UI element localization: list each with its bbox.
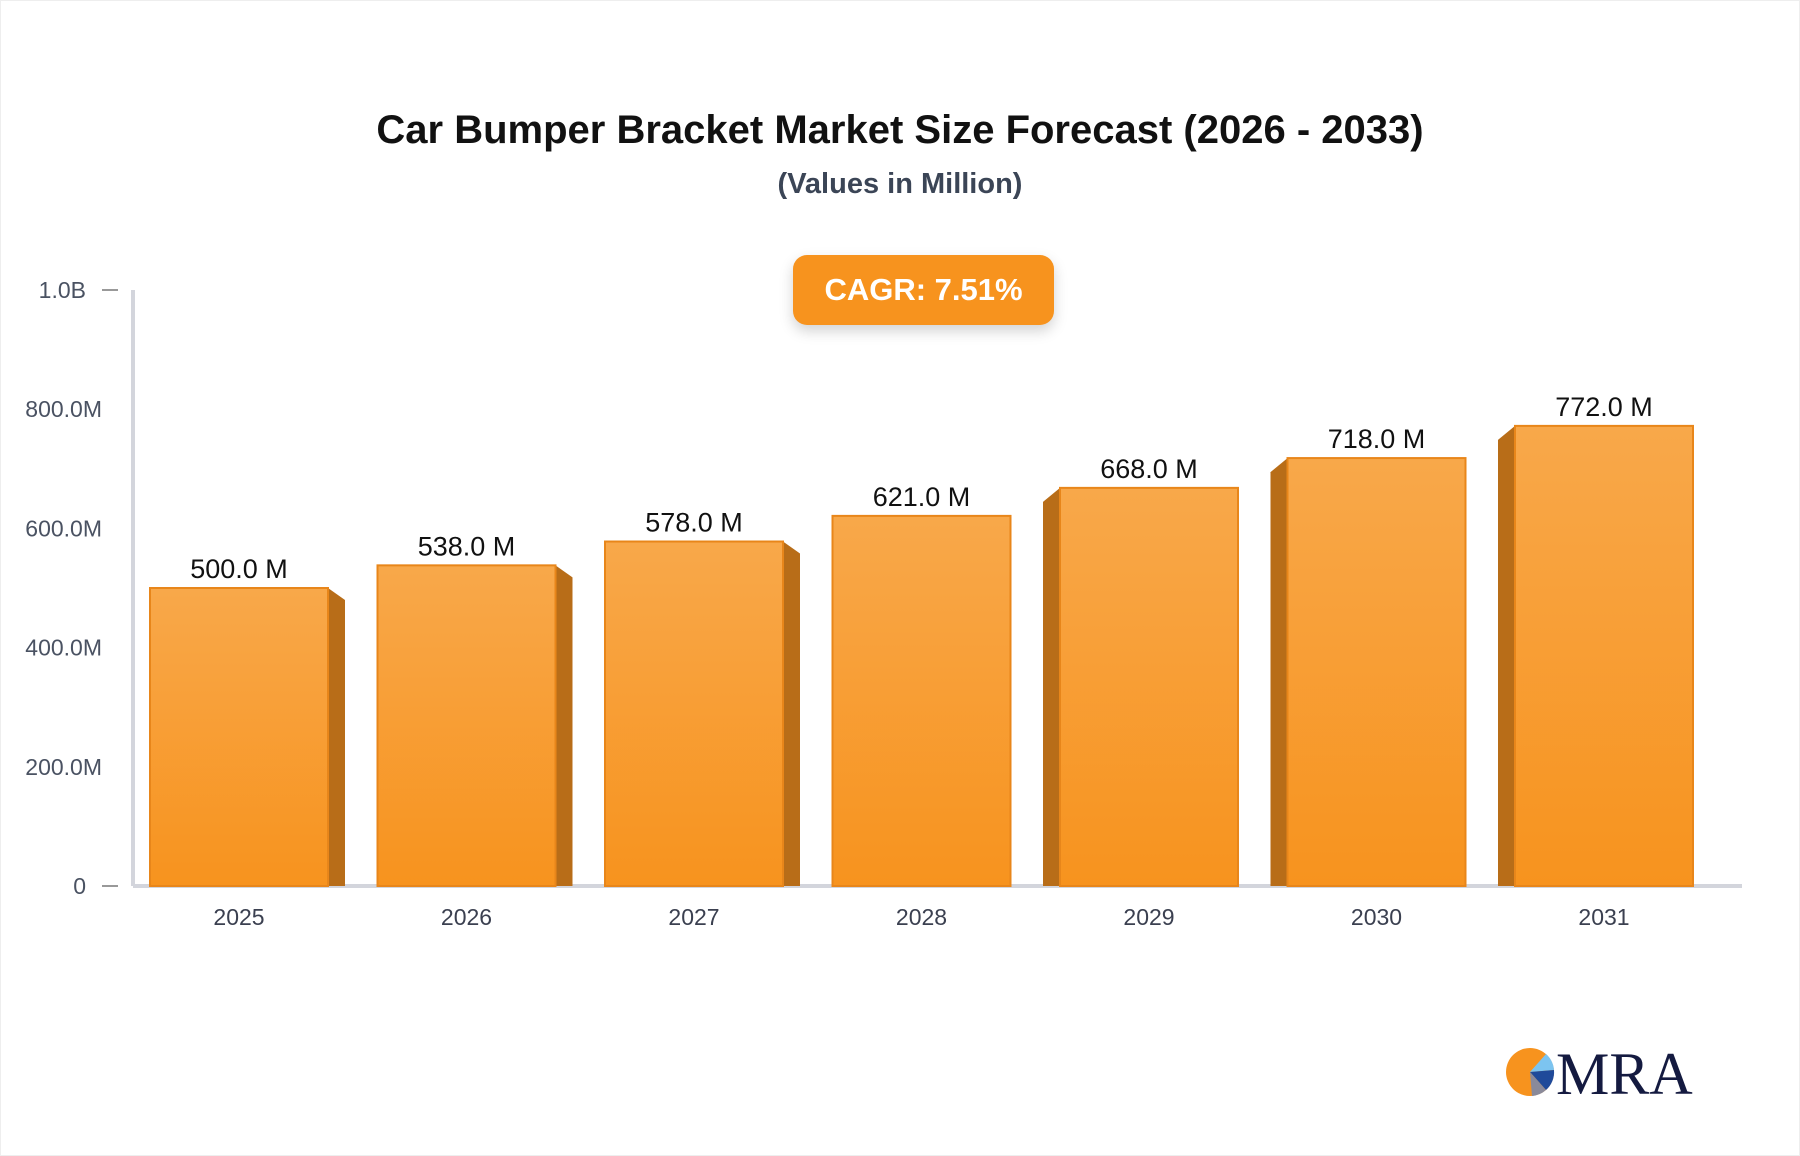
bar-side [1498,425,1515,886]
bar-side [555,565,573,886]
bar [1059,486,1239,887]
y-tick-label: 0 [73,873,86,899]
bar-side [783,541,800,886]
y-tick-label: 200.0M [25,754,102,780]
mra-logo: MRA [1506,1041,1693,1100]
x-tick-label: 2028 [896,904,947,930]
x-tick-label: 2027 [668,904,719,930]
y-tick-label: 600.0M [25,515,102,541]
bar-side [1270,458,1288,886]
data-label: 500.0 M [190,554,288,584]
x-tick-label: 2026 [441,904,492,930]
bar-group: 668.0 M 2029 [1043,454,1239,930]
data-label: 621.0 M [873,482,971,512]
bar-group: 538.0 M 2026 [376,531,573,930]
bar [1286,457,1467,887]
bar-group: 772.0 M 2031 [1498,392,1694,930]
data-label: 578.0 M [645,508,743,538]
cagr-badge: CAGR: 7.51% [793,255,1054,325]
data-label: 538.0 M [418,531,516,561]
svg-text:MRA: MRA [1556,1041,1693,1100]
bar [149,587,329,887]
bar [1514,424,1694,887]
bar-group: 500.0 M 2025 [149,554,345,930]
x-tick-label: 2025 [213,904,264,930]
x-tick-label: 2031 [1578,904,1629,930]
bar [604,540,784,888]
x-tick-label: 2029 [1123,904,1174,930]
bar-side [328,588,345,886]
chart-title: Car Bumper Bracket Market Size Forecast … [376,108,1424,152]
data-label: 668.0 M [1100,454,1198,484]
y-tick-label: 400.0M [25,635,102,661]
bar-group: 621.0 M 2028 [831,482,1012,930]
y-tick-label: 800.0M [25,396,102,422]
bar-side [1043,487,1060,886]
bar-group: 578.0 M 2027 [604,508,800,930]
bar [831,514,1012,887]
data-label: 718.0 M [1328,424,1426,454]
y-tick-label: 1.0B [39,277,86,303]
bar-group: 718.0 M 2030 [1270,424,1467,930]
bar [376,564,557,887]
data-label: 772.0 M [1555,392,1653,422]
chart-subtitle: (Values in Million) [777,168,1023,200]
x-tick-label: 2030 [1351,904,1402,930]
